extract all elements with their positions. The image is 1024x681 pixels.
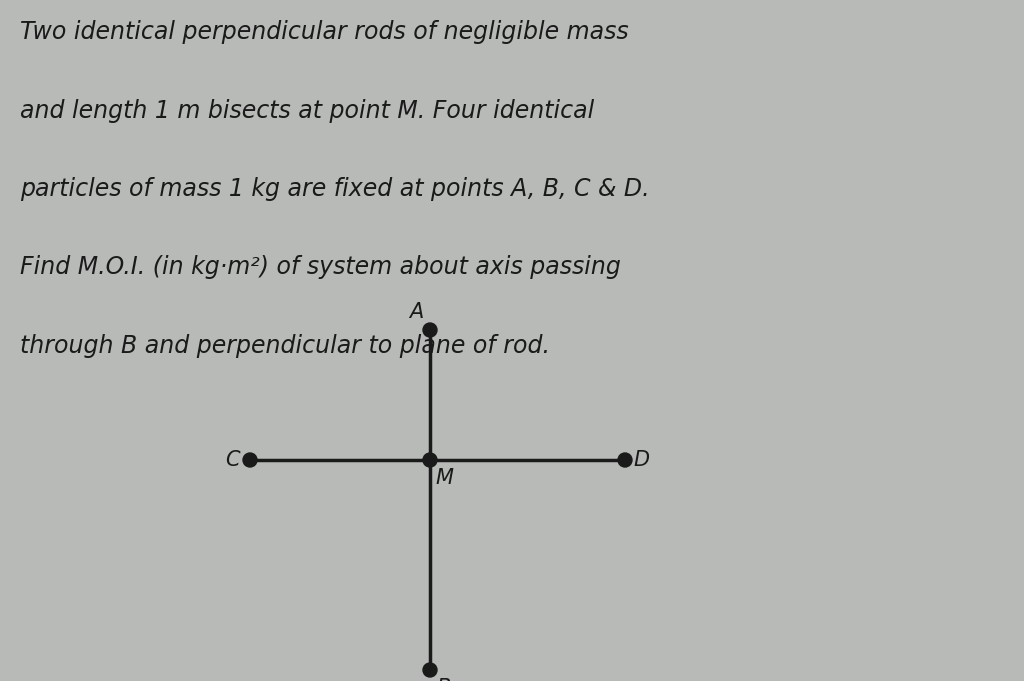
- Text: A: A: [409, 302, 423, 322]
- Text: through B and perpendicular to plane of rod.: through B and perpendicular to plane of …: [20, 334, 551, 358]
- Circle shape: [243, 453, 257, 467]
- Text: M: M: [435, 468, 453, 488]
- Text: Find M.O.I. (in kg·m²) of system about axis passing: Find M.O.I. (in kg·m²) of system about a…: [20, 255, 622, 279]
- Circle shape: [423, 323, 437, 337]
- Text: particles of mass 1 kg are fixed at points A, B, C & D.: particles of mass 1 kg are fixed at poin…: [20, 177, 650, 201]
- Circle shape: [423, 663, 437, 677]
- Text: D: D: [633, 450, 649, 470]
- Text: and length 1 m bisects at point M. Four identical: and length 1 m bisects at point M. Four …: [20, 99, 595, 123]
- Circle shape: [423, 453, 437, 467]
- Text: Two identical perpendicular rods of negligible mass: Two identical perpendicular rods of negl…: [20, 20, 629, 44]
- Text: C: C: [224, 450, 240, 470]
- Circle shape: [618, 453, 632, 467]
- Text: B: B: [437, 678, 452, 681]
